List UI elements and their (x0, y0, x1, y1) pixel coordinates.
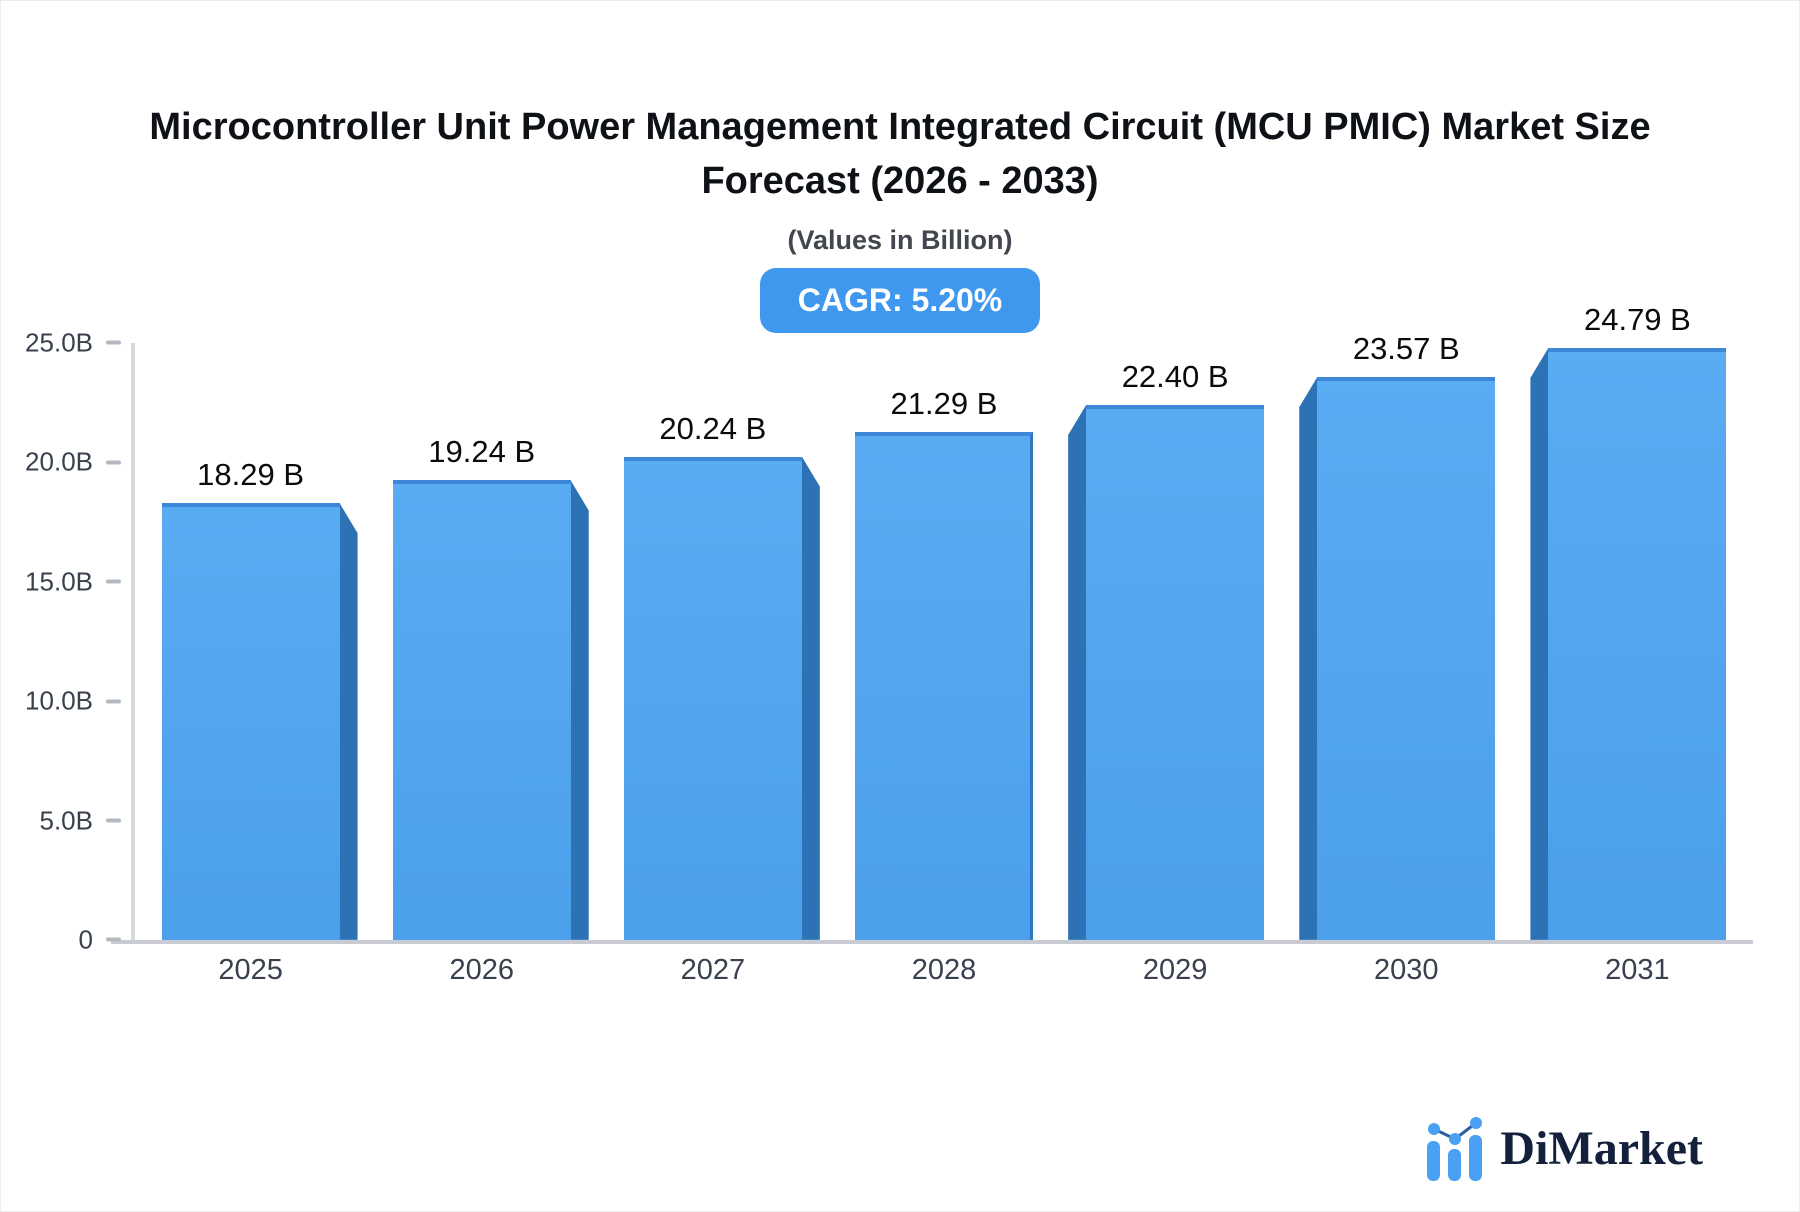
y-axis-tick-label: 15.0B (25, 566, 93, 597)
bar-chart-logo-icon (1427, 1117, 1483, 1181)
y-axis-tick: 10.0B (1, 686, 121, 717)
x-axis-slot: 2027 (597, 954, 828, 987)
bar-slot: 24.79 B (1522, 302, 1753, 940)
bar: 20.24 B (623, 411, 820, 940)
bar: 21.29 B (854, 386, 1033, 940)
bar-side-panel (1530, 347, 1549, 940)
chart-header: Microcontroller Unit Power Management In… (1, 1, 1799, 333)
bar-slot: 23.57 B (1291, 331, 1522, 940)
bar: 18.29 B (161, 457, 358, 940)
y-axis-tick-dash (106, 579, 121, 584)
x-axis-slot: 2026 (366, 954, 597, 987)
bar-face (1317, 377, 1496, 940)
y-axis-tick: 25.0B (1, 327, 121, 358)
bar-face (854, 431, 1033, 940)
y-axis-tick: 20.0B (1, 447, 121, 478)
chart-area: 0 5.0B 10.0B 15.0B 20.0B 25.0B 18.29 B 19.24 B… (1, 302, 1799, 954)
x-axis-line (111, 939, 1753, 944)
y-axis-tick-dash (106, 460, 121, 465)
x-axis: 2025 2026 2027 2028 2029 2030 2031 (135, 954, 1753, 987)
x-axis-slot: 2025 (135, 954, 366, 987)
bar-face (392, 480, 571, 940)
chart-title-line2: Forecast (2026 - 2033) (701, 159, 1099, 202)
x-axis-label: 2031 (1605, 953, 1670, 986)
bar: 24.79 B (1530, 302, 1727, 940)
brand-name: DiMarket (1500, 1121, 1703, 1175)
bar-slot: 21.29 B (828, 386, 1059, 940)
bar-value-label: 22.40 B (1121, 359, 1229, 394)
x-axis-label: 2028 (911, 953, 977, 986)
bar-slot: 18.29 B (135, 457, 366, 940)
bar-value-label: 23.57 B (1352, 331, 1460, 367)
bar-value-label: 18.29 B (197, 457, 304, 493)
bar-slot: 20.24 B (597, 411, 828, 940)
bar-slot: 22.40 B (1060, 359, 1291, 940)
x-axis-slot: 2031 (1522, 954, 1753, 987)
bar-value-label: 19.24 B (428, 434, 536, 470)
x-axis-slot: 2028 (828, 954, 1059, 987)
x-axis-slot: 2030 (1291, 954, 1522, 987)
x-axis-slot: 2029 (1060, 954, 1291, 987)
bar-side-panel (570, 480, 589, 940)
bar: 22.40 B (1068, 359, 1265, 940)
x-axis-label: 2027 (680, 953, 746, 986)
bar-side-panel (1068, 405, 1087, 940)
bar-value-label: 24.79 B (1583, 301, 1691, 337)
y-axis-tick-label: 5.0B (39, 805, 94, 836)
plot-area: 18.29 B 19.24 B 20.24 B 21.29 B 22.40 B 23.57… (135, 302, 1753, 940)
y-axis-tick: 0 (1, 924, 121, 955)
y-axis-tick-label: 0 (78, 924, 93, 955)
y-axis-tick-dash (106, 340, 121, 345)
y-axis-tick-dash (106, 937, 121, 942)
brand-logo: DiMarket (1424, 1115, 1703, 1181)
x-axis-label: 2030 (1374, 953, 1439, 986)
bar-side-panel (1299, 377, 1318, 940)
chart-title-line1: Microcontroller Unit Power Management In… (149, 106, 1651, 148)
bar-face (623, 456, 802, 940)
bar-side-panel (801, 456, 820, 940)
bar: 23.57 B (1299, 331, 1496, 940)
y-axis-tick-label: 20.0B (25, 446, 93, 477)
bar-side-panel (339, 503, 358, 940)
y-axis-tick-dash (106, 699, 121, 704)
x-axis-label: 2026 (449, 953, 514, 986)
y-axis-tick: 5.0B (1, 805, 121, 836)
cagr-badge: CAGR: 5.20% (759, 267, 1041, 333)
y-axis-tick: 15.0B (1, 566, 121, 597)
y-axis-tick-label: 10.0B (25, 685, 93, 716)
x-axis-label: 2025 (218, 953, 283, 986)
y-axis-tick-dash (106, 818, 121, 823)
bar-value-label: 20.24 B (659, 410, 767, 446)
x-axis-label: 2029 (1142, 953, 1208, 986)
bar: 19.24 B (392, 434, 589, 940)
chart-title: Microcontroller Unit Power Management In… (120, 101, 1680, 209)
bar-value-label: 21.29 B (890, 385, 998, 421)
bar-face (161, 503, 340, 940)
bar-slot: 19.24 B (366, 434, 597, 940)
chart-subtitle: (Values in Billion) (787, 224, 1013, 255)
bar-face (1086, 405, 1265, 940)
y-axis-line (131, 342, 135, 940)
bar-face (1548, 347, 1727, 940)
y-axis-tick-label: 25.0B (25, 327, 93, 358)
